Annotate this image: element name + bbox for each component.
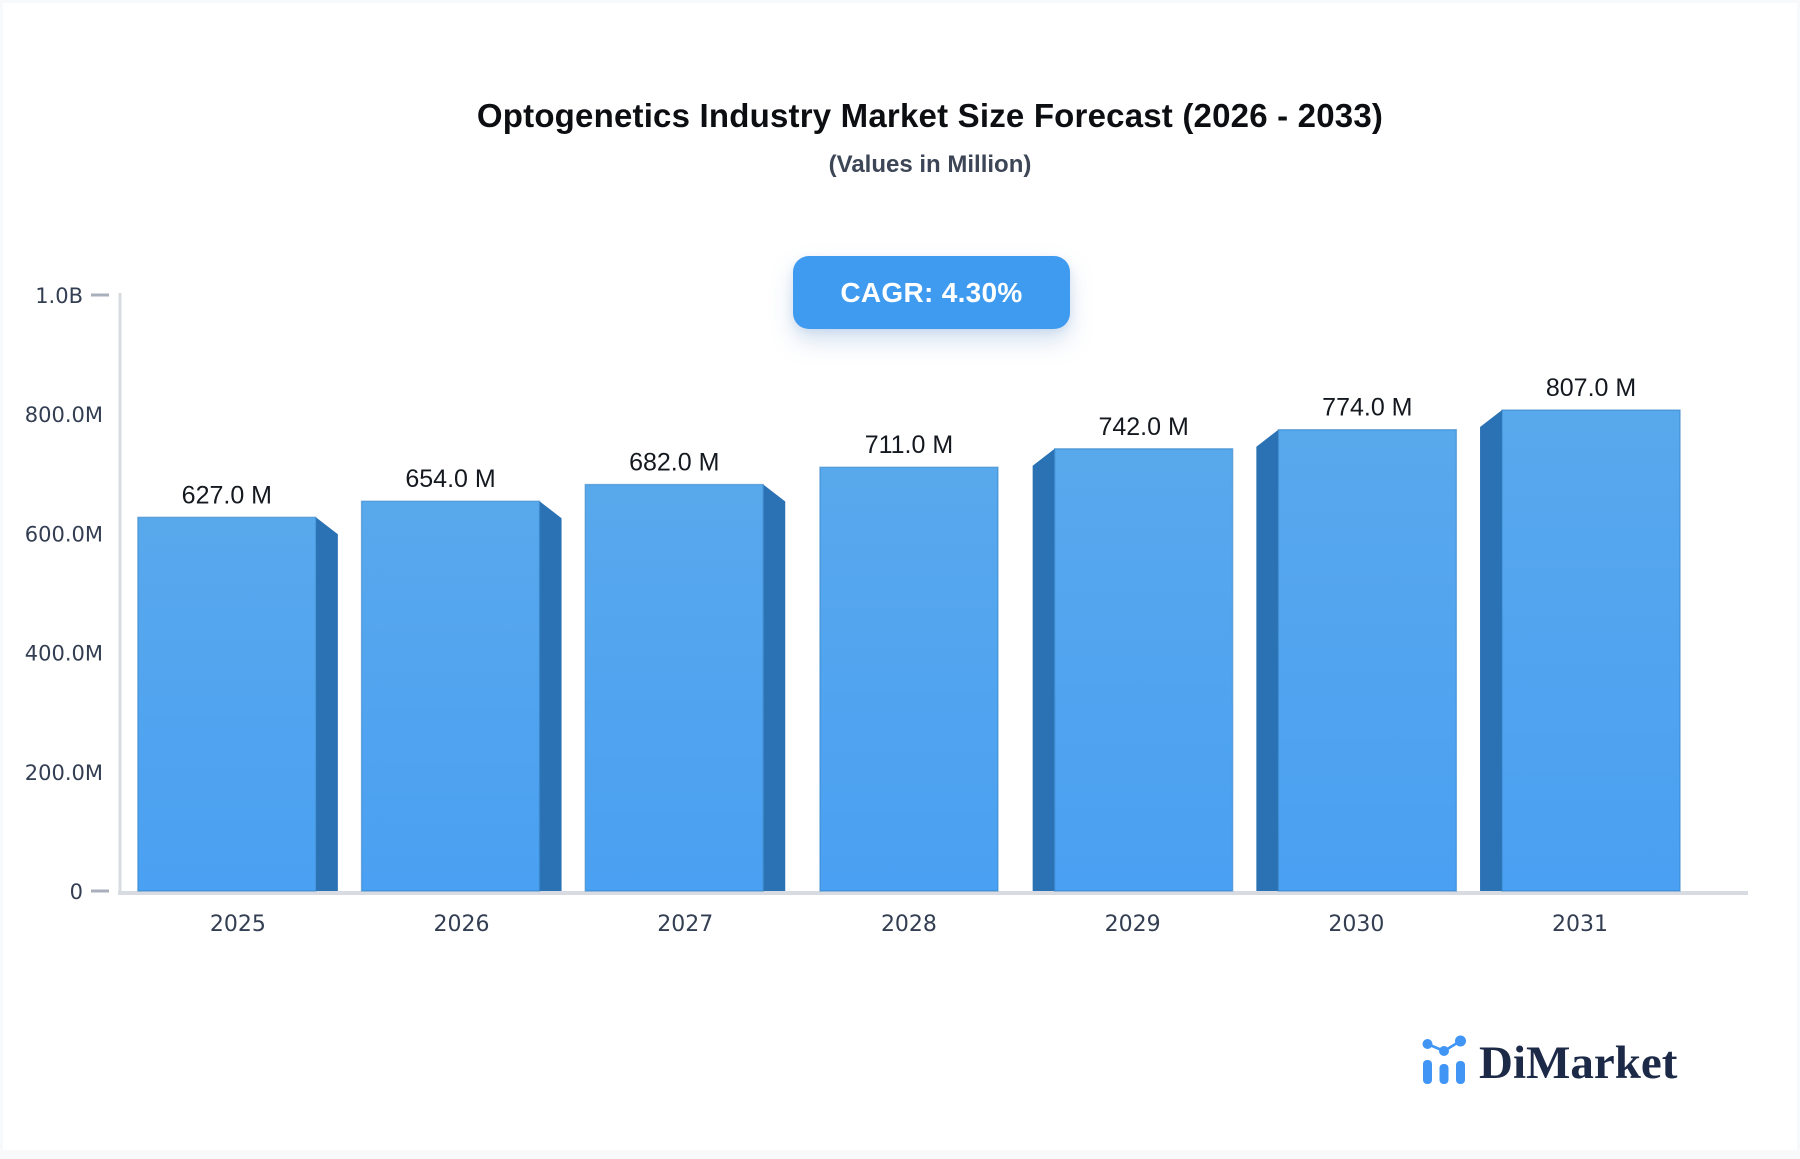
bar-value-label: 774.0 M xyxy=(1322,394,1412,422)
y-axis-tick-label: 1.0B xyxy=(35,284,83,308)
chart-card: Optogenetics Industry Market Size Foreca… xyxy=(3,3,1797,1150)
bar-value-label: 654.0 M xyxy=(405,465,495,493)
bar-side xyxy=(1256,429,1279,891)
dimarket-logo-text: DiMarket xyxy=(1479,1037,1678,1089)
chart-subtitle: (Values in Million) xyxy=(828,151,1032,178)
cagr-badge: CAGR: 4.30% xyxy=(793,256,1070,329)
x-axis-label: 2028 xyxy=(881,912,937,937)
bar-2031[interactable]: 807.0 M xyxy=(1480,374,1681,892)
bar-2028[interactable]: 711.0 M xyxy=(819,431,999,892)
bar-face xyxy=(360,500,541,892)
chart-title: Optogenetics Industry Market Size Foreca… xyxy=(476,97,1384,134)
bar-2030[interactable]: 774.0 M xyxy=(1256,394,1458,892)
bar-side xyxy=(763,484,786,891)
bar-face xyxy=(1501,409,1681,892)
y-axis-tick-label: 0 xyxy=(70,880,83,904)
bar-value-label: 682.0 M xyxy=(629,449,719,477)
dimarket-logo-icon xyxy=(1422,1035,1466,1084)
bar-2026[interactable]: 654.0 M xyxy=(360,465,562,892)
bar-side xyxy=(315,517,338,891)
y-axis-tick-label: 600.0M xyxy=(25,522,103,546)
bar-value-label: 711.0 M xyxy=(865,431,953,459)
bar-face xyxy=(1277,428,1458,892)
bar-face xyxy=(584,483,764,892)
x-axis-label: 2029 xyxy=(1105,912,1161,937)
bar-2025[interactable]: 627.0 M xyxy=(137,481,338,892)
bar-value-label: 627.0 M xyxy=(182,481,272,509)
bar-value-label: 807.0 M xyxy=(1546,374,1636,402)
bar-side xyxy=(539,501,562,891)
bar-2029[interactable]: 742.0 M xyxy=(1032,413,1234,892)
bar-2027[interactable]: 682.0 M xyxy=(584,449,786,892)
bar-side xyxy=(1480,410,1503,891)
x-axis-label: 2031 xyxy=(1552,912,1608,937)
x-axis-label: 2030 xyxy=(1328,912,1384,937)
x-axis-label: 2027 xyxy=(657,912,713,937)
bar-face xyxy=(819,466,999,892)
bar-chart: 0 200.0M 400.0M 600.0M 800.0M 1.0B 627.0 M 2025… xyxy=(25,284,1748,937)
y-axis-tick-label: 200.0M xyxy=(25,761,103,785)
y-axis-tick-label: 800.0M xyxy=(25,403,103,427)
bar-face xyxy=(137,516,317,892)
bar-side xyxy=(1032,448,1055,891)
x-axis-label: 2026 xyxy=(434,912,490,937)
dimarket-logo: DiMarket xyxy=(1421,1033,1677,1089)
bar-face xyxy=(1053,448,1234,892)
cagr-badge-label: CAGR: 4.30% xyxy=(840,276,1023,308)
y-axis-tick-label: 400.0M xyxy=(25,642,103,666)
x-axis-label: 2025 xyxy=(210,912,266,937)
bar-value-label: 742.0 M xyxy=(1098,413,1188,441)
